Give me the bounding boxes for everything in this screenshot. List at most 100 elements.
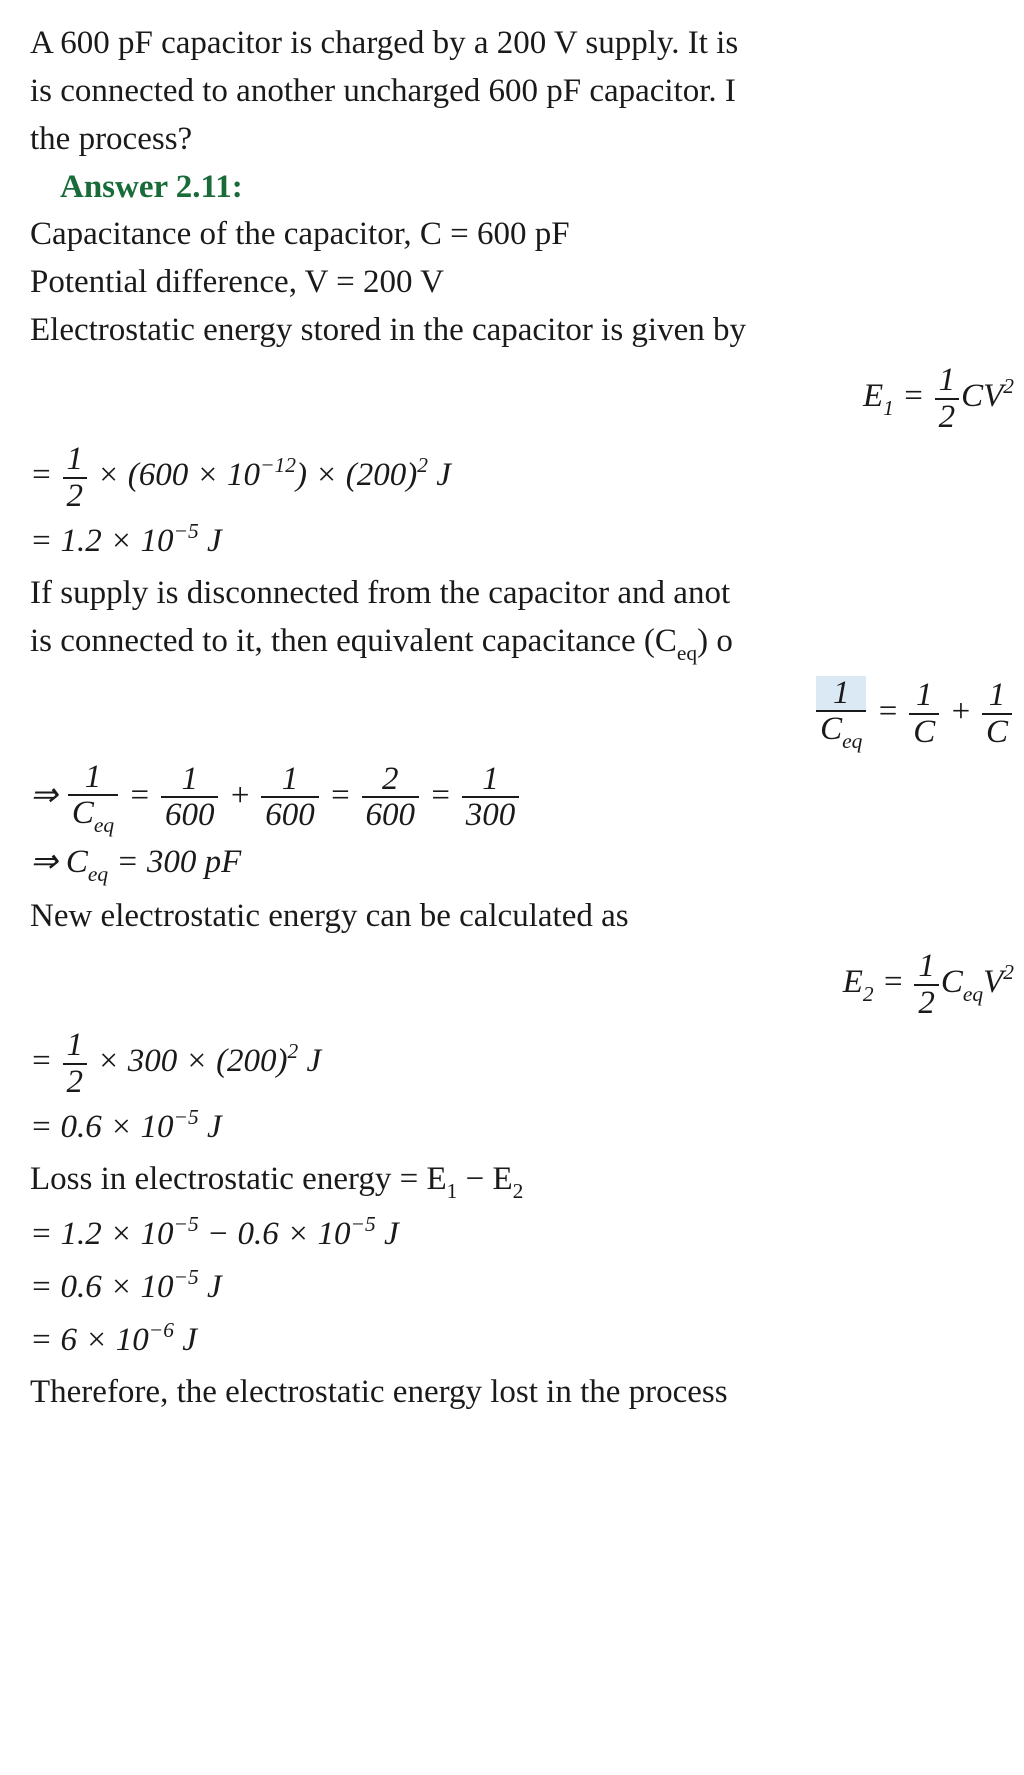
ceq-r1-num: 1 — [909, 678, 939, 715]
question-line-3: the process? — [30, 116, 1014, 164]
ceq-eq: = — [868, 693, 907, 729]
e2-frac-num: 1 — [914, 949, 939, 986]
given-potential: Potential difference, V = 200 V — [30, 259, 1014, 307]
e2-s1-post: × 300 × (200) — [89, 1043, 288, 1079]
e2-frac: 12 — [914, 949, 939, 1020]
cc-f1-den-sub: eq — [94, 813, 114, 837]
mid-line-1: If supply is disconnected from the capac… — [30, 570, 1014, 618]
e1-frac-den: 2 — [935, 400, 960, 435]
e1-eq: = — [894, 378, 933, 414]
cc-f4-num: 2 — [362, 762, 420, 799]
ceq-result: ⇒ Ceq = 300 pF — [30, 839, 1014, 889]
cc-f3-den: 600 — [261, 798, 319, 833]
cc-f2: 1600 — [161, 762, 219, 833]
e1-frac-num: 1 — [935, 363, 960, 400]
l-s2: = 0.6 × 10 — [30, 1269, 174, 1305]
e1-lhs: E — [863, 378, 883, 414]
ceq-calc: ⇒ 1Ceq = 1600 + 1600 = 2600 = 1300 — [30, 760, 1014, 836]
e1-s1-exp2: 2 — [417, 453, 428, 477]
l-s2-exp: −5 — [174, 1265, 199, 1289]
e1-frac: 12 — [935, 363, 960, 434]
cc-f4: 2600 — [362, 762, 420, 833]
e1-rhs: CV — [961, 378, 1003, 414]
cc-arrow: ⇒ — [30, 777, 66, 813]
cr-val: = 300 pF — [108, 844, 241, 880]
e1-s1-den: 2 — [63, 479, 88, 514]
e2-s2-exp: −5 — [174, 1105, 199, 1129]
cc-f4-den: 600 — [362, 798, 420, 833]
loss-pre: Loss in electrostatic energy = E — [30, 1161, 447, 1197]
energy-intro: Electrostatic energy stored in the capac… — [30, 307, 1014, 355]
e1-lhs-sub: 1 — [883, 396, 894, 420]
cc-f5-num: 1 — [462, 762, 520, 799]
l-s1-exp2: −5 — [351, 1212, 376, 1236]
ceq-formula: 1 Ceq = 1C + 1C — [30, 676, 1014, 752]
ceq-lden: Ceq — [816, 712, 866, 751]
cc-f3: 1600 — [261, 762, 319, 833]
answer-heading: Answer 2.11: — [60, 164, 1014, 212]
e2-s1-exp: 2 — [288, 1039, 299, 1063]
e1-s1-post2: ) × (200) — [296, 457, 417, 493]
ceq-lfrac: 1 Ceq — [816, 676, 866, 752]
given-capacitance: Capacitance of the capacitor, C = 600 pF — [30, 211, 1014, 259]
question-line-1: A 600 pF capacitor is charged by a 200 V… — [30, 20, 1014, 68]
cc-f1-den-c: C — [72, 795, 94, 831]
cr-arrow: ⇒ — [30, 844, 66, 880]
document-page: A 600 pF capacitor is charged by a 200 V… — [0, 0, 1024, 1446]
e1-step2: = 1.2 × 10−5 J — [30, 517, 1014, 566]
ceq-r2: 1C — [982, 678, 1012, 749]
e1-s1-exp: −12 — [260, 453, 296, 477]
cc-f5-den: 300 — [462, 798, 520, 833]
e1-s2-unit: J — [199, 523, 222, 559]
cc-f3-num: 1 — [261, 762, 319, 799]
ceq-lden-c: C — [820, 711, 842, 747]
ceq-r2-num: 1 — [982, 678, 1012, 715]
mid-line-2: is connected to it, then equivalent capa… — [30, 618, 1014, 668]
e1-s1-post: × (600 × 10 — [89, 457, 260, 493]
ceq-lnum: 1 — [816, 676, 866, 713]
l-s1-mid: − 0.6 × 10 — [199, 1216, 351, 1252]
e2-v-sup: 2 — [1003, 960, 1014, 984]
cr-sub: eq — [88, 862, 108, 886]
cc-f1-num: 1 — [68, 760, 118, 797]
l-s1-exp: −5 — [174, 1212, 199, 1236]
e1-s1-unit: J — [428, 457, 451, 493]
loss-intro: Loss in electrostatic energy = E1 − E2 — [30, 1156, 1014, 1206]
cc-f5: 1300 — [462, 762, 520, 833]
cc-eq3: = — [421, 777, 460, 813]
l-s1: = 1.2 × 10 — [30, 1216, 174, 1252]
e1-s1-frac: 12 — [63, 442, 88, 513]
e2-s2-unit: J — [199, 1109, 222, 1145]
e2-formula: E2 = 12CeqV2 — [30, 949, 1014, 1020]
l-s3: = 6 × 10 — [30, 1322, 149, 1358]
e2-s1-frac: 12 — [63, 1028, 88, 1099]
e1-s1-pre: = — [30, 457, 61, 493]
ceq-plus: + — [941, 693, 980, 729]
e2-v: V — [983, 964, 1003, 1000]
cc-eq: = — [120, 777, 159, 813]
cc-f2-den: 600 — [161, 798, 219, 833]
e2-frac-den: 2 — [914, 986, 939, 1021]
e1-s2: = 1.2 × 10 — [30, 523, 174, 559]
cc-plus: + — [220, 777, 259, 813]
conclusion: Therefore, the electrostatic energy lost… — [30, 1369, 1014, 1417]
loss-step2: = 0.6 × 10−5 J — [30, 1263, 1014, 1312]
mid-line-1-pre: If supply is disconnected from the capac… — [30, 575, 730, 611]
loss-sub2: 2 — [513, 1179, 524, 1203]
e1-formula: E1 = 12CV2 — [30, 363, 1014, 434]
l-s3-exp: −6 — [149, 1318, 174, 1342]
e2-s1-num: 1 — [63, 1028, 88, 1065]
cc-f2-num: 1 — [161, 762, 219, 799]
loss-mid: − E — [457, 1161, 512, 1197]
cc-eq2: = — [321, 777, 360, 813]
mid-l2-post: ) o — [697, 623, 733, 659]
e2-s1-den: 2 — [63, 1065, 88, 1100]
loss-sub1: 1 — [447, 1179, 458, 1203]
cc-f1: 1Ceq — [68, 760, 118, 836]
question-line-2: is connected to another uncharged 600 pF… — [30, 68, 1014, 116]
new-energy-intro: New electrostatic energy can be calculat… — [30, 893, 1014, 941]
ceq-r2-den: C — [982, 715, 1012, 750]
e2-lhs-sub: 2 — [863, 982, 874, 1006]
loss-step3: = 6 × 10−6 J — [30, 1316, 1014, 1365]
e2-eq: = — [874, 964, 913, 1000]
